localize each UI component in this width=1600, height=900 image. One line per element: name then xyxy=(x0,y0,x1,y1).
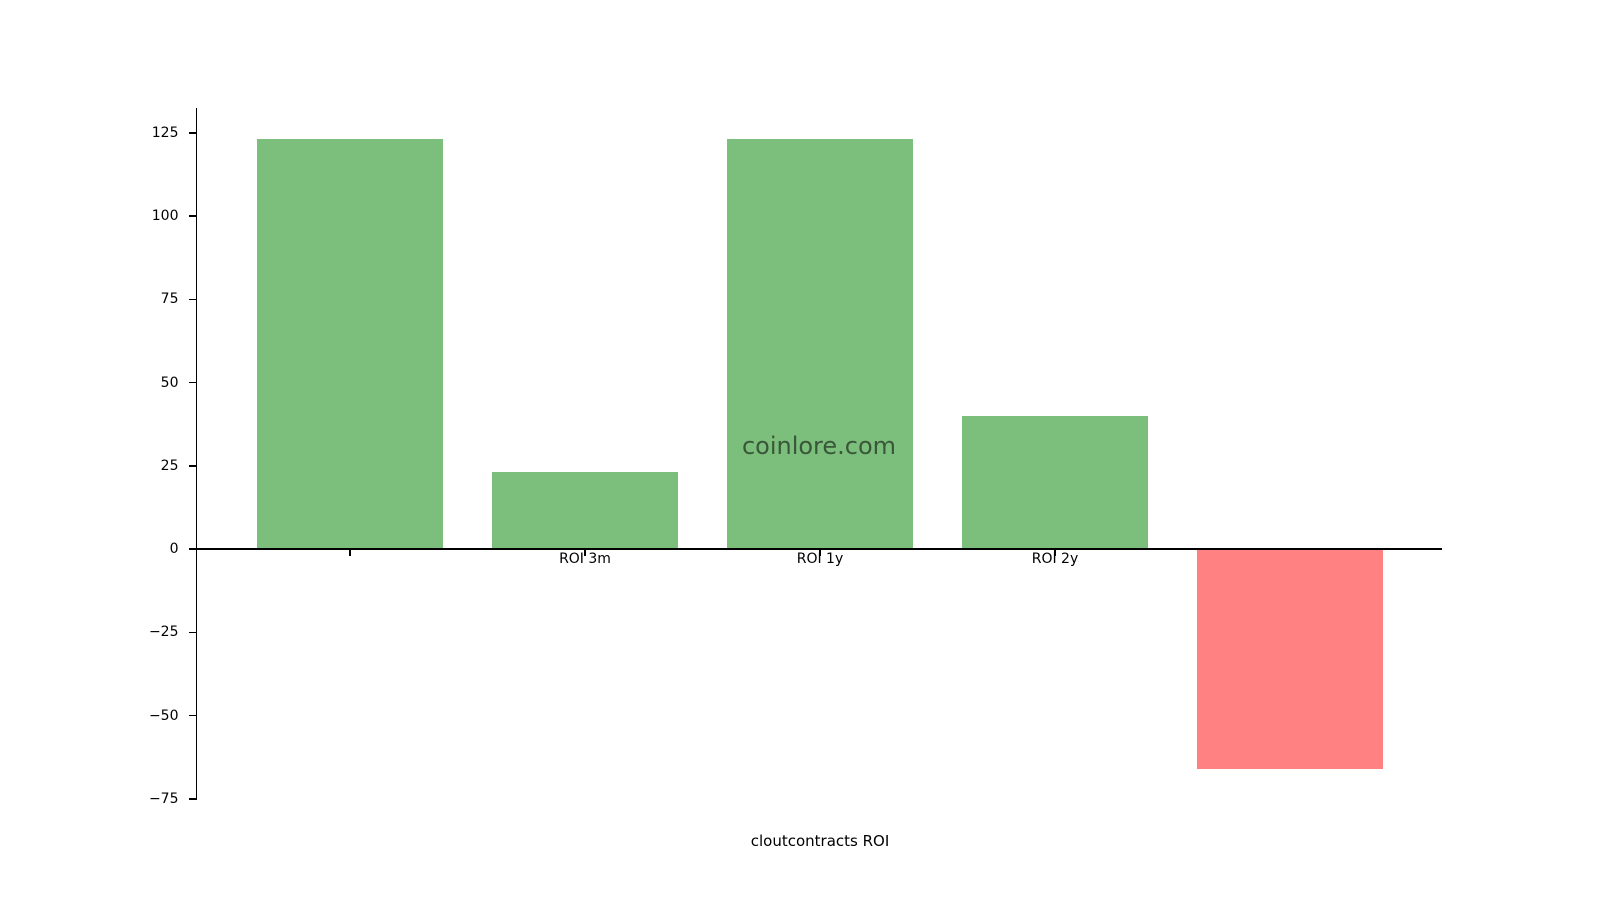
y-tick-mark xyxy=(189,465,196,467)
y-tick-label: −50 xyxy=(148,707,179,724)
chart-title: cloutcontracts ROI xyxy=(750,832,890,850)
x-tick-label: ROI 1y xyxy=(796,551,844,567)
x-tick-mark xyxy=(819,549,821,557)
y-tick-mark xyxy=(189,631,196,633)
bar-roi-1y xyxy=(727,139,913,549)
bar-0 xyxy=(257,139,443,549)
y-tick-mark xyxy=(189,714,196,717)
y-tick-mark xyxy=(189,798,196,800)
watermark-text: coinlore.com xyxy=(741,432,897,460)
y-tick-mark xyxy=(189,132,196,134)
y-tick-label: 100 xyxy=(151,208,179,224)
y-tick-label: 75 xyxy=(160,291,179,308)
y-tick-label: 25 xyxy=(160,457,179,474)
x-tick-mark xyxy=(1054,549,1056,557)
y-tick-mark xyxy=(189,298,196,300)
y-tick-label: −75 xyxy=(148,790,179,807)
x-tick-label: ROI 3m xyxy=(559,551,611,567)
x-axis-line xyxy=(197,548,1442,550)
y-axis-line xyxy=(195,107,197,801)
x-tick-mark xyxy=(584,549,586,557)
y-tick-label: 0 xyxy=(169,541,179,557)
y-tick-mark xyxy=(189,215,196,217)
bar-4 xyxy=(1197,549,1383,769)
y-tick-label: 125 xyxy=(151,124,179,141)
x-tick-label: ROI 2y xyxy=(1031,551,1079,567)
bar-roi-3m xyxy=(492,472,678,549)
y-tick-label: 50 xyxy=(160,374,179,391)
x-tick-mark xyxy=(349,549,351,557)
bar-roi-2y xyxy=(962,415,1148,549)
y-tick-mark xyxy=(189,381,196,384)
y-tick-mark xyxy=(189,548,196,550)
y-tick-label: −25 xyxy=(148,624,179,641)
